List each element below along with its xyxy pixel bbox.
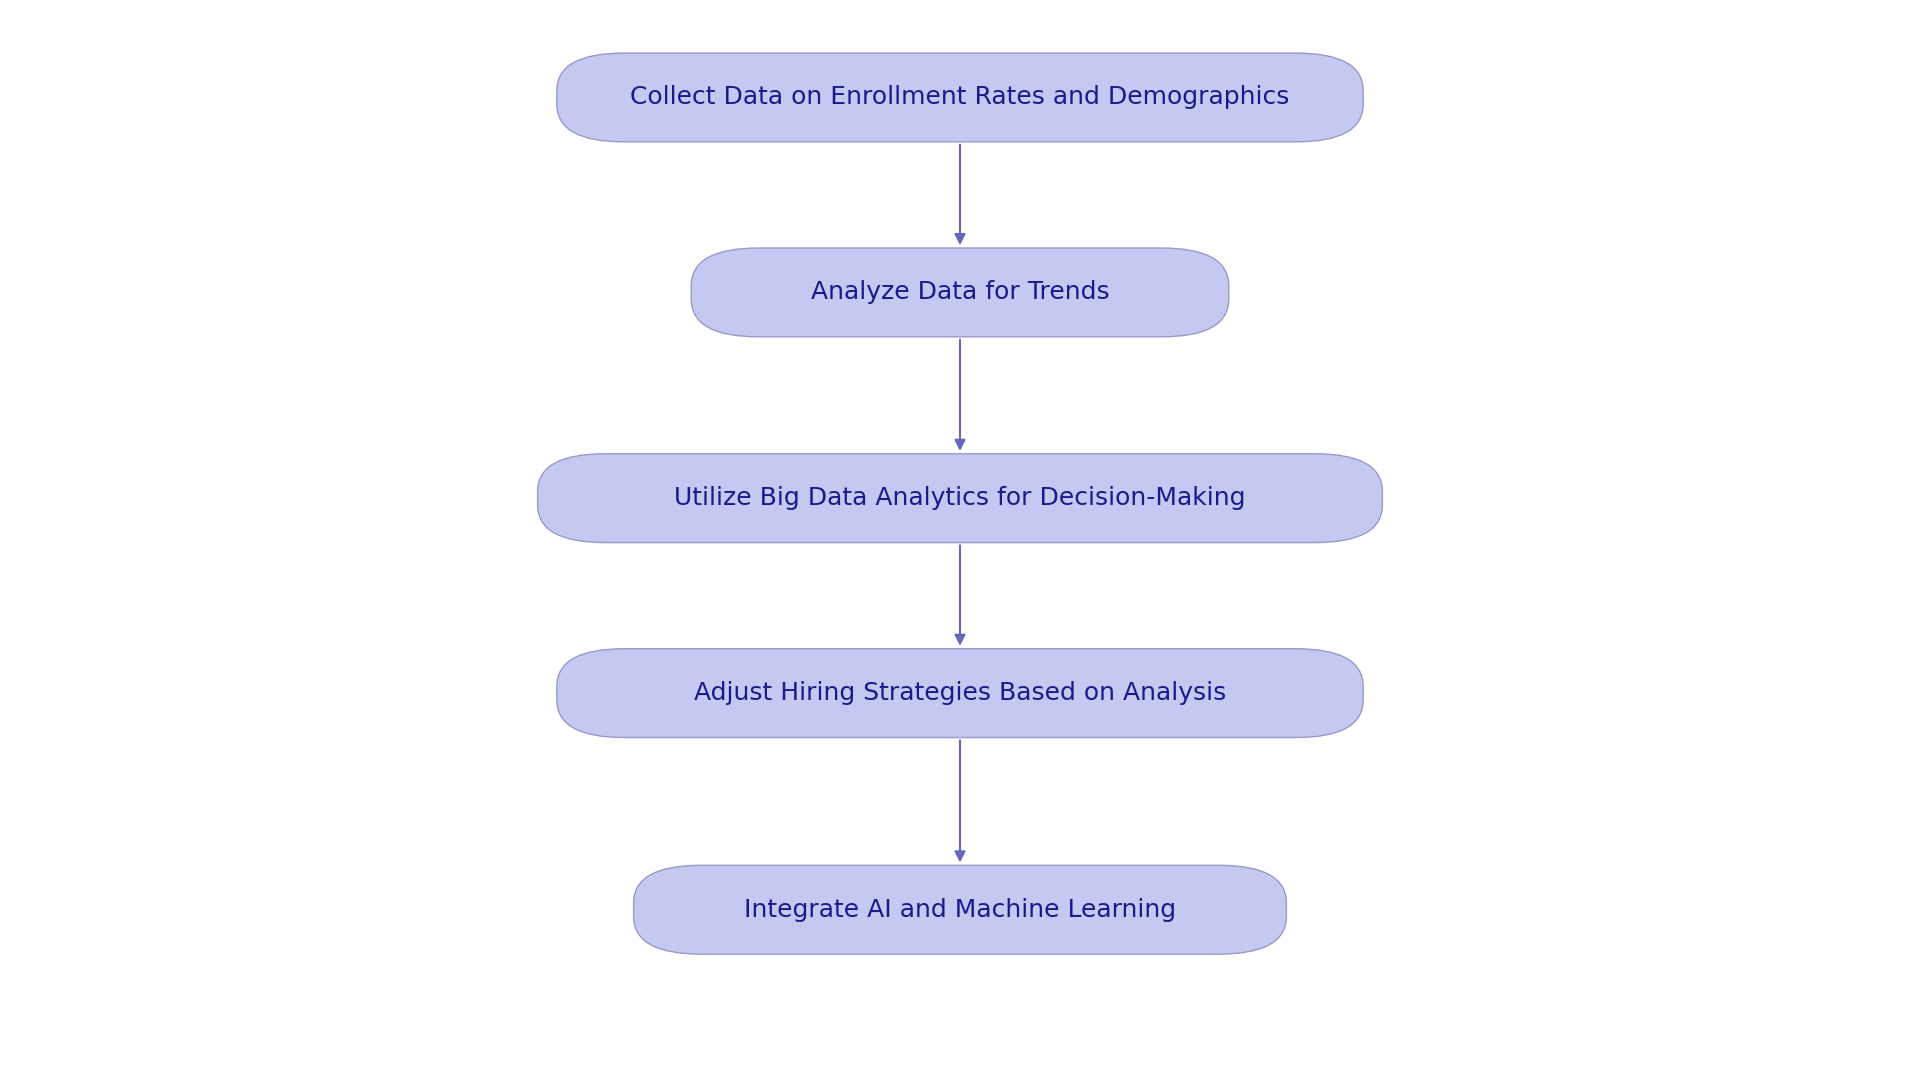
Text: Utilize Big Data Analytics for Decision-Making: Utilize Big Data Analytics for Decision-…: [674, 486, 1246, 510]
FancyBboxPatch shape: [557, 649, 1363, 738]
Text: Analyze Data for Trends: Analyze Data for Trends: [810, 280, 1110, 304]
Text: Adjust Hiring Strategies Based on Analysis: Adjust Hiring Strategies Based on Analys…: [693, 681, 1227, 705]
FancyBboxPatch shape: [691, 248, 1229, 337]
Text: Collect Data on Enrollment Rates and Demographics: Collect Data on Enrollment Rates and Dem…: [630, 86, 1290, 109]
Text: Integrate AI and Machine Learning: Integrate AI and Machine Learning: [743, 898, 1177, 922]
FancyBboxPatch shape: [634, 865, 1286, 954]
FancyBboxPatch shape: [557, 53, 1363, 142]
FancyBboxPatch shape: [538, 454, 1382, 543]
